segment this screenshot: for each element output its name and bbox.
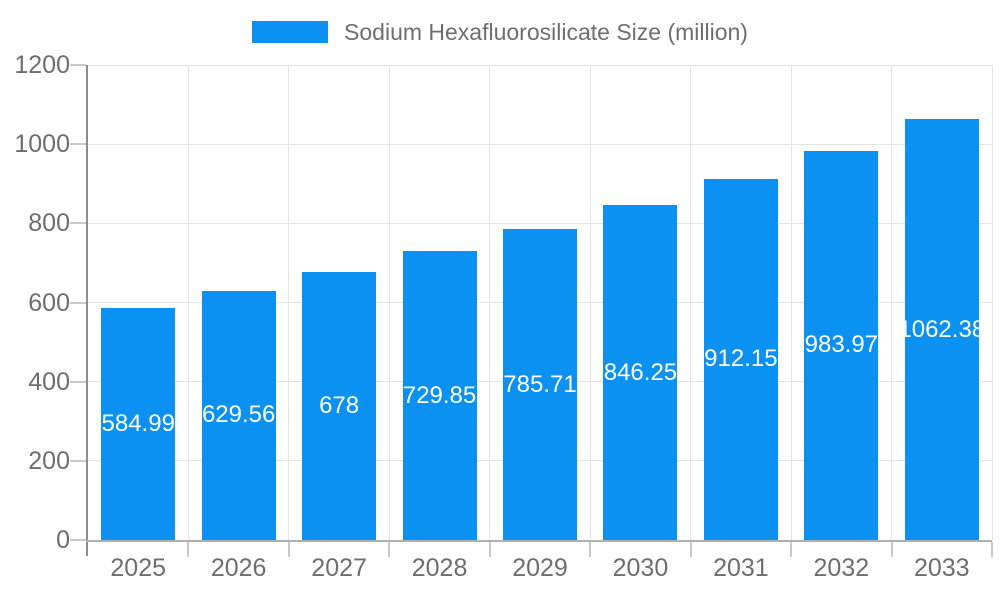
x-axis-label: 2026 [210,554,267,582]
y-axis-tick-icon [70,539,86,541]
x-gridline [991,65,993,540]
y-axis-label: 400 [28,367,70,396]
bar-2027[interactable]: 678 [302,271,377,540]
plot-area: 584.99 629.56 678 729.85 785.71 846.25 912.15 9… [88,64,993,540]
bar-value-label: 584.99 [101,410,175,438]
bar-2030[interactable]: 846.25 [603,205,678,540]
x-gridline [589,65,591,540]
bar-value-label: 629.56 [201,401,276,429]
x-axis-tick-icon [991,542,993,557]
x-axis-label: 2029 [512,554,568,582]
x-axis-label: 2032 [813,554,870,582]
x-axis-label: 2028 [411,554,468,582]
y-axis-tick-icon [70,459,86,462]
x-axis-tick-icon [287,542,290,557]
x-axis-tick-icon [488,542,491,557]
legend-label: Sodium Hexafluorosilicate Size (million) [344,19,748,45]
bar-2025[interactable]: 584.99 [101,308,176,540]
y-gridline [88,64,992,66]
x-axis-tick-icon [589,542,592,557]
bar-2031[interactable]: 912.15 [703,178,778,540]
x-axis-tick-icon [187,542,190,557]
y-axis-tick-icon [70,143,86,146]
legend-swatch-icon [252,21,329,43]
bar-value-label: 1062.38 [898,315,986,343]
y-axis-label: 1200 [14,51,70,79]
bar-value-label: 912.15 [704,345,778,373]
bar-2026[interactable]: 629.56 [201,290,276,540]
bar-value-label: 983.97 [804,331,879,359]
bar-2032[interactable]: 983.97 [804,150,879,540]
x-axis-tick-icon [790,542,793,557]
bar-value-label: 846.25 [603,358,678,386]
x-axis-label: 2031 [713,554,769,582]
y-gridline [88,143,992,145]
y-axis-tick-icon [70,380,86,383]
x-axis-line [86,540,992,542]
x-axis-tick-icon [388,542,391,557]
x-axis-label: 2033 [913,554,970,582]
y-axis-label: 1000 [14,130,70,159]
x-axis-label: 2025 [110,554,167,582]
bar-value-label: 729.85 [402,381,477,409]
x-axis-tick-icon [689,542,692,557]
x-gridline [288,65,290,540]
bar-value-label: 785.71 [503,370,577,398]
x-gridline [790,65,792,540]
x-gridline [891,65,893,540]
bar-2029[interactable]: 785.71 [503,229,577,540]
x-gridline [690,65,692,540]
x-axis-label: 2030 [612,554,669,582]
bar-2033[interactable]: 1062.38 [898,119,985,540]
y-axis-tick-icon [70,64,86,66]
y-axis-tick-icon [70,222,86,225]
y-axis-label: 800 [28,209,70,238]
x-axis-tick-icon [890,542,893,557]
x-axis-label: 2027 [311,554,367,582]
y-axis-tick-icon [70,301,86,304]
bar-2028[interactable]: 729.85 [402,251,477,540]
y-gridline [88,222,992,224]
legend[interactable]: Sodium Hexafluorosilicate Size (million) [0,18,1000,46]
bar-value-label: 678 [319,391,360,419]
x-gridline [187,65,189,540]
y-axis-line [86,65,88,556]
y-axis-label: 600 [28,288,70,317]
y-axis-label: 200 [28,446,70,475]
x-gridline [388,65,390,540]
x-gridline [489,65,491,540]
y-axis-label: 0 [56,526,70,554]
